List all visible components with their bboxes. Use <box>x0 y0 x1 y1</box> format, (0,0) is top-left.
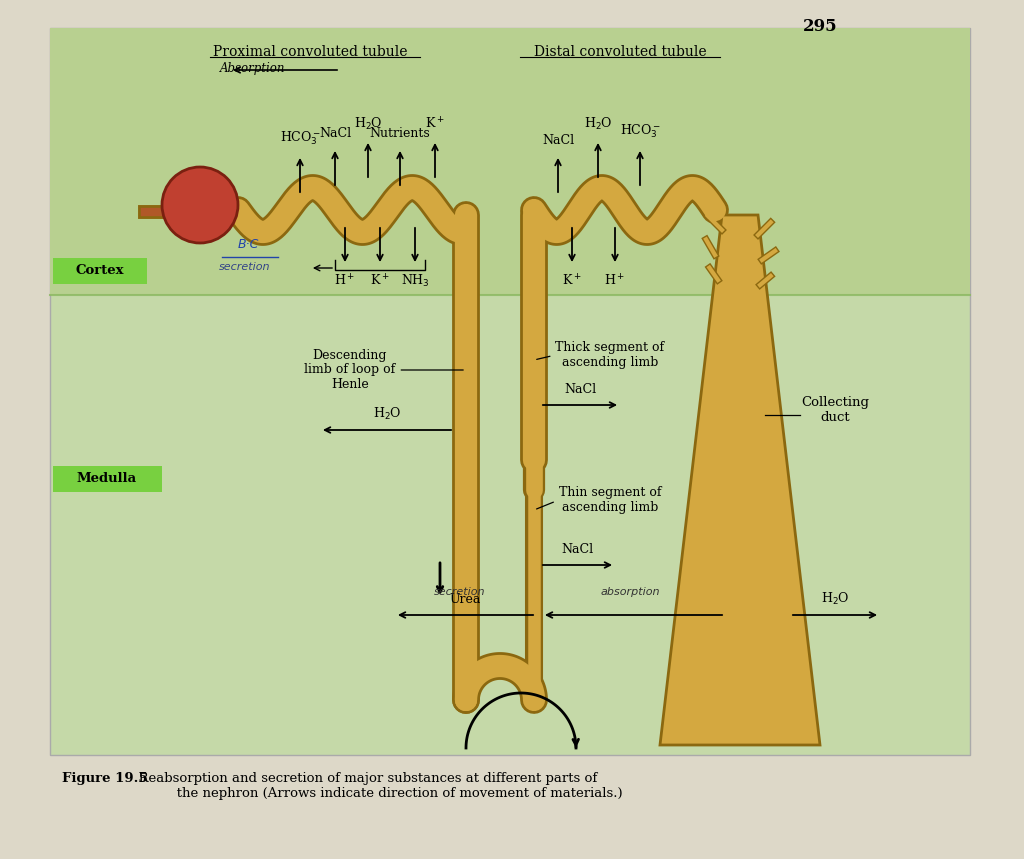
Bar <box>50 28 970 295</box>
Text: K$^+$: K$^+$ <box>425 117 444 132</box>
Text: Absorption: Absorption <box>220 62 286 75</box>
Text: HCO$_3^-$: HCO$_3^-$ <box>620 123 660 140</box>
Polygon shape <box>660 215 820 745</box>
Text: Proximal convoluted tubule: Proximal convoluted tubule <box>213 45 408 59</box>
Text: H$^+$: H$^+$ <box>335 273 355 289</box>
Text: Reabsorption and secretion of major substances at different parts of
           : Reabsorption and secretion of major subs… <box>130 772 623 800</box>
Text: Distal convoluted tubule: Distal convoluted tubule <box>534 45 707 59</box>
Text: Cortex: Cortex <box>76 264 124 277</box>
FancyBboxPatch shape <box>53 466 162 492</box>
Bar <box>50 28 970 755</box>
Text: Thick segment of
ascending limb: Thick segment of ascending limb <box>537 341 665 369</box>
Text: Urea: Urea <box>450 593 481 606</box>
Text: secretion: secretion <box>219 262 270 272</box>
Text: H$_2$O: H$_2$O <box>820 591 849 607</box>
Text: H$^+$: H$^+$ <box>604 273 626 289</box>
Text: Medulla: Medulla <box>77 472 137 484</box>
Text: H$_2$O: H$_2$O <box>584 116 612 132</box>
Text: B·C: B·C <box>238 238 259 251</box>
Text: K$^+$: K$^+$ <box>371 273 390 289</box>
Text: NaCl: NaCl <box>318 127 351 140</box>
Text: Thin segment of
ascending limb: Thin segment of ascending limb <box>537 486 662 514</box>
Text: NaCl: NaCl <box>561 543 594 556</box>
Text: 295: 295 <box>803 18 838 35</box>
FancyBboxPatch shape <box>53 258 147 284</box>
Text: HCO$_3^-$: HCO$_3^-$ <box>280 130 321 147</box>
Text: NaCl: NaCl <box>542 134 574 147</box>
Text: NaCl: NaCl <box>564 383 596 396</box>
Text: Collecting
duct: Collecting duct <box>801 396 869 424</box>
Text: H$_2$O: H$_2$O <box>373 406 401 422</box>
Text: Nutrients: Nutrients <box>370 127 430 140</box>
Text: H$_2$O: H$_2$O <box>353 116 382 132</box>
Text: absorption: absorption <box>600 587 659 597</box>
Text: K$^+$: K$^+$ <box>562 273 582 289</box>
Text: Figure 19.5: Figure 19.5 <box>62 772 147 785</box>
Text: Descending
limb of loop of
Henle: Descending limb of loop of Henle <box>304 349 463 392</box>
Text: NH$_3$: NH$_3$ <box>400 273 429 289</box>
Circle shape <box>162 167 238 243</box>
Text: secretion: secretion <box>434 587 485 597</box>
